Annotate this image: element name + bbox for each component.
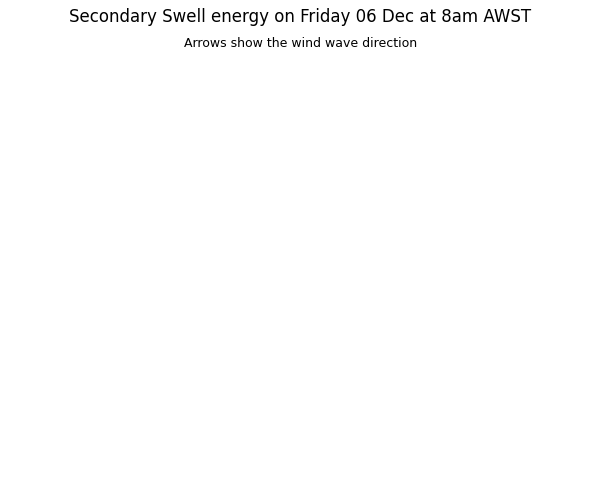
Text: Arrows show the wind wave direction: Arrows show the wind wave direction <box>184 37 417 50</box>
Text: Secondary Swell energy on Friday 06 Dec at 8am AWST: Secondary Swell energy on Friday 06 Dec … <box>70 8 531 26</box>
